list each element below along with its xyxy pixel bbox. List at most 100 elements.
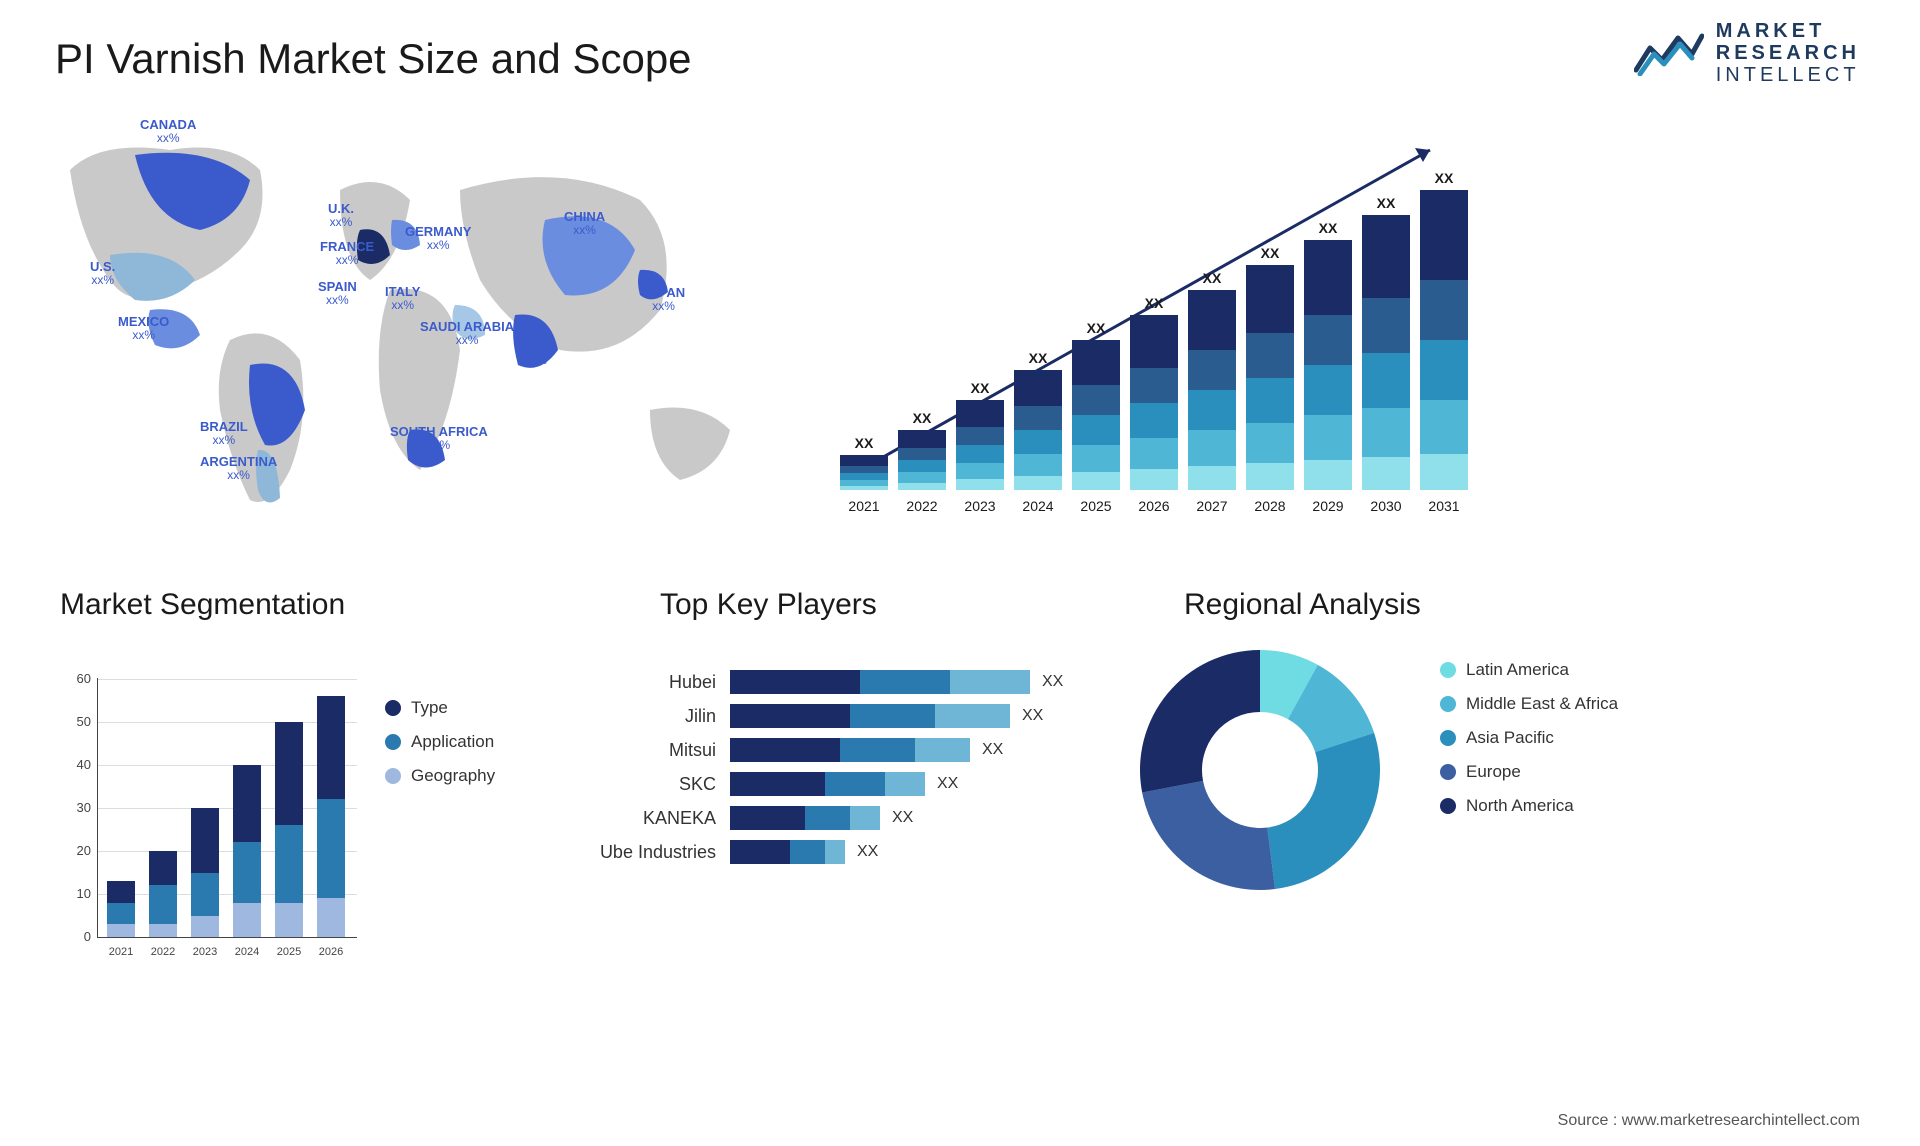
seg-ytick: 10 [55,886,91,901]
bar-segment [1014,454,1062,476]
seg-legend-item: Application [385,732,495,752]
bar-segment [1072,415,1120,445]
bar-segment [275,825,303,902]
bar-segment [1130,438,1178,470]
donut-slice-europe [1142,781,1275,890]
forecast-bar-value: XX [1377,195,1396,211]
player-name: Jilin [580,706,730,727]
bar-segment [1304,365,1352,415]
bar-segment [850,806,880,830]
map-label-mexico: MEXICOxx% [118,315,169,342]
legend-dot-icon [1440,730,1456,746]
bar-segment [107,881,135,903]
player-name: Hubei [580,672,730,693]
bar-segment [191,916,219,938]
seg-ytick: 30 [55,800,91,815]
bar-segment [107,903,135,925]
bar-segment [1014,406,1062,430]
map-label-italy: ITALYxx% [385,285,420,312]
forecast-bar-value: XX [1145,295,1164,311]
bar-segment [1130,315,1178,368]
bar-segment [149,924,177,937]
bar-segment [825,840,845,864]
logo-line1: MARKET [1716,20,1860,42]
legend-label: Middle East & Africa [1466,694,1618,714]
player-name: Mitsui [580,740,730,761]
bar-segment [840,486,888,490]
bar-segment [1246,423,1294,464]
forecast-xtick: 2027 [1188,498,1236,514]
donut-legend-item: Asia Pacific [1440,728,1618,748]
segmentation-chart: 0102030405060 202120222023202420252026 T… [55,620,545,960]
players-title: Top Key Players [660,588,877,622]
bar-segment [1420,400,1468,454]
bar-segment [1362,353,1410,408]
bar-segment [1246,463,1294,490]
donut-svg [1110,600,1410,920]
bar-segment [1362,298,1410,353]
bar-segment [275,722,303,825]
player-name: SKC [580,774,730,795]
forecast-bar-chart: XXXXXXXXXXXXXXXXXXXXXX 20212022202320242… [830,120,1470,520]
map-label-brazil: BRAZILxx% [200,420,248,447]
legend-dot-icon [385,700,401,716]
seg-xtick: 2021 [107,946,135,958]
forecast-bar-value: XX [1319,220,1338,236]
legend-label: Application [411,732,494,752]
bar-segment [275,903,303,937]
bar-segment [850,704,935,728]
player-bar [730,806,880,830]
bar-segment [898,460,946,472]
seg-xtick: 2026 [317,946,345,958]
bar-segment [1246,378,1294,423]
bar-segment [730,772,825,796]
forecast-xtick: 2024 [1014,498,1062,514]
world-map: CANADAxx%U.S.xx%MEXICOxx%BRAZILxx%ARGENT… [40,110,790,530]
bar-segment [730,840,790,864]
seg-bar-2021 [107,881,135,937]
bar-segment [1188,466,1236,490]
source-label: Source : www.marketresearchintellect.com [1558,1112,1860,1130]
bar-segment [935,704,1010,728]
legend-dot-icon [1440,798,1456,814]
forecast-xtick: 2025 [1072,498,1120,514]
player-bar [730,840,845,864]
bar-segment [1188,290,1236,350]
player-row-kaneka: KANEKA XX [580,806,1090,830]
forecast-xtick: 2029 [1304,498,1352,514]
player-bar [730,704,1010,728]
logo-line3: INTELLECT [1716,64,1860,86]
seg-xtick: 2023 [191,946,219,958]
regional-donut-chart: Latin America Middle East & Africa Asia Pa… [1110,600,1650,950]
legend-label: Latin America [1466,660,1569,680]
map-label-india: INDIAxx% [518,340,553,367]
bar-segment [191,873,219,916]
forecast-bar-2026: XX [1130,295,1178,490]
logo-mark-icon [1634,30,1704,76]
player-value: XX [892,809,913,827]
segmentation-title: Market Segmentation [60,588,345,622]
player-value: XX [857,843,878,861]
map-label-u-s-: U.S.xx% [90,260,115,287]
player-row-hubei: HubeiXX [580,670,1090,694]
map-label-canada: CANADAxx% [140,118,196,145]
legend-label: Asia Pacific [1466,728,1554,748]
player-name: KANEKA [580,808,730,829]
seg-xtick: 2024 [233,946,261,958]
bar-segment [1304,315,1352,365]
player-value: XX [1022,707,1043,725]
bar-segment [1130,368,1178,403]
player-bar [730,670,1030,694]
bar-segment [1420,340,1468,400]
forecast-bar-2030: XX [1362,195,1410,490]
forecast-bar-2029: XX [1304,220,1352,490]
bar-segment [233,765,261,842]
bar-segment [898,483,946,490]
bar-segment [885,772,925,796]
seg-bar-2022 [149,851,177,937]
forecast-xtick: 2030 [1362,498,1410,514]
legend-dot-icon [1440,696,1456,712]
player-bar [730,738,970,762]
bar-segment [1246,333,1294,378]
seg-ytick: 60 [55,671,91,686]
